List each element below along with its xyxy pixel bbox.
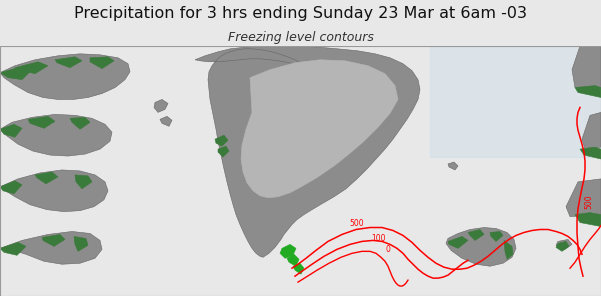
Polygon shape: [0, 242, 26, 255]
Polygon shape: [287, 254, 299, 266]
Text: 100: 100: [371, 234, 385, 243]
Polygon shape: [556, 242, 569, 251]
Polygon shape: [293, 263, 304, 274]
Polygon shape: [566, 179, 601, 217]
Polygon shape: [468, 229, 484, 240]
Polygon shape: [0, 231, 102, 264]
Polygon shape: [448, 162, 458, 170]
Polygon shape: [0, 54, 130, 99]
Polygon shape: [0, 68, 30, 80]
Polygon shape: [556, 239, 572, 249]
Text: 500: 500: [350, 219, 364, 228]
Text: Freezing level contours: Freezing level contours: [228, 31, 373, 44]
Polygon shape: [154, 99, 168, 112]
Polygon shape: [195, 46, 420, 257]
Polygon shape: [15, 62, 48, 74]
Polygon shape: [280, 244, 296, 258]
Text: Precipitation for 3 hrs ending Sunday 23 Mar at 6am -03: Precipitation for 3 hrs ending Sunday 23…: [74, 6, 527, 21]
Polygon shape: [75, 175, 92, 189]
Polygon shape: [582, 112, 601, 149]
Polygon shape: [215, 135, 228, 146]
Polygon shape: [241, 60, 398, 198]
Polygon shape: [42, 234, 65, 246]
Polygon shape: [446, 228, 516, 266]
Polygon shape: [0, 170, 108, 212]
Text: 0: 0: [386, 245, 391, 254]
Polygon shape: [504, 240, 513, 259]
Polygon shape: [0, 114, 112, 156]
Polygon shape: [0, 124, 22, 137]
Polygon shape: [218, 146, 229, 157]
Polygon shape: [0, 181, 22, 194]
Polygon shape: [490, 231, 503, 242]
Polygon shape: [575, 213, 601, 226]
Text: 500: 500: [585, 194, 594, 209]
Polygon shape: [448, 237, 468, 248]
Polygon shape: [430, 46, 601, 157]
Polygon shape: [160, 116, 172, 126]
Polygon shape: [580, 147, 601, 159]
Polygon shape: [70, 117, 90, 129]
Polygon shape: [74, 237, 88, 251]
Polygon shape: [28, 116, 55, 128]
Polygon shape: [575, 86, 601, 97]
Polygon shape: [35, 172, 58, 184]
Polygon shape: [90, 57, 114, 69]
Polygon shape: [572, 46, 601, 88]
Polygon shape: [55, 57, 82, 68]
